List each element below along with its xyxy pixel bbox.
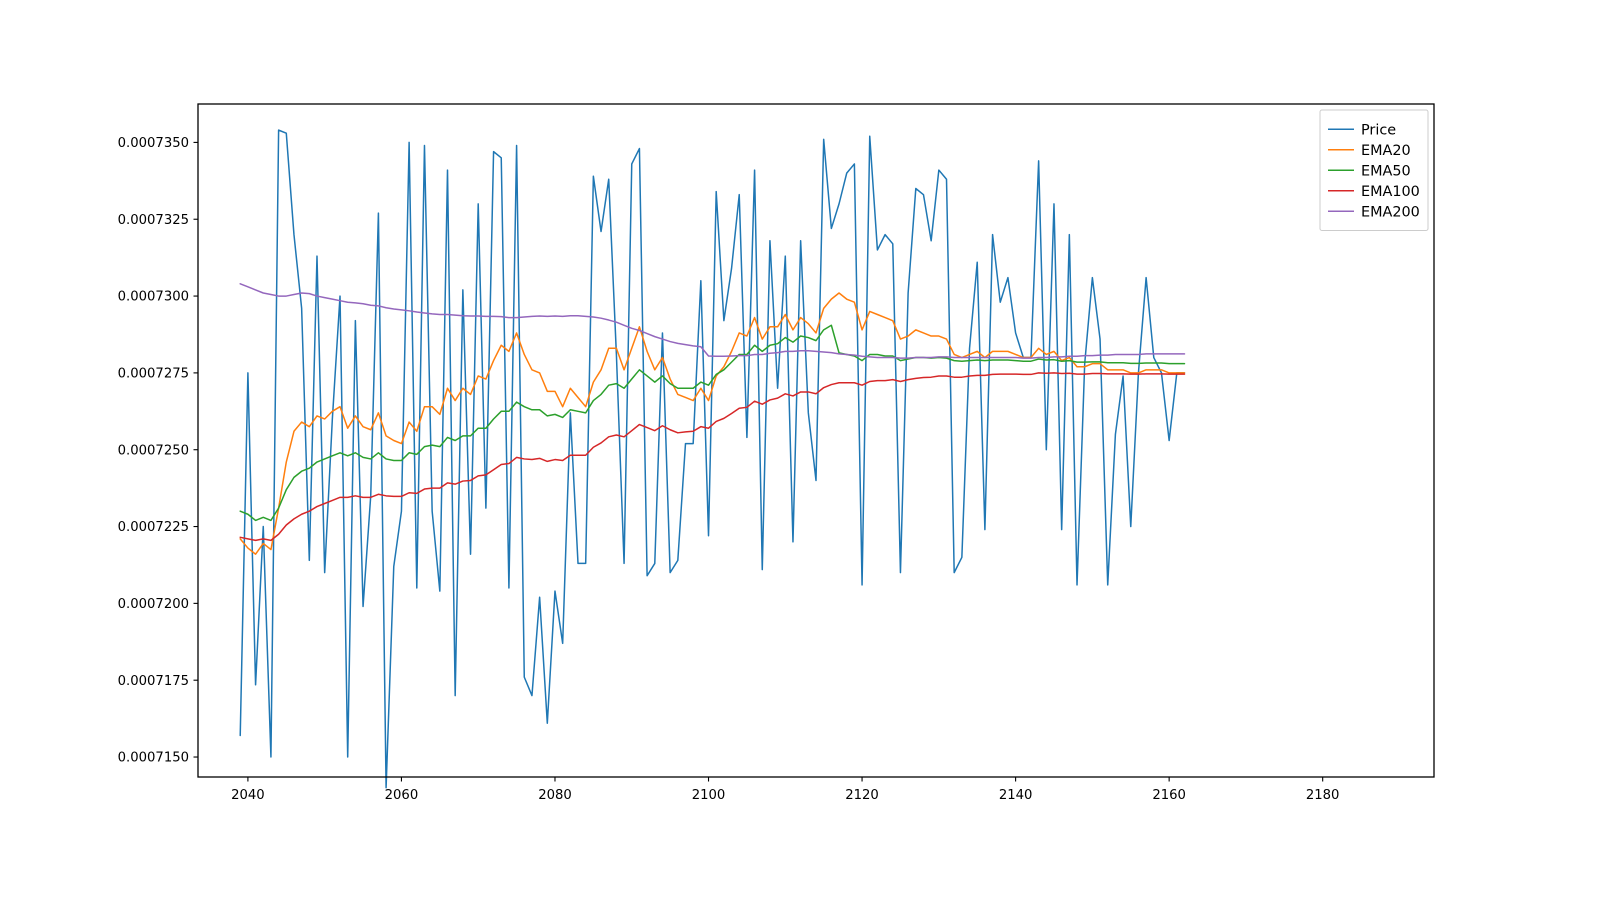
legend-label-ema200: EMA200 [1361, 204, 1420, 220]
xtick-label-2120: 2120 [845, 788, 879, 803]
series-layer [239, 129, 1186, 789]
xtick-label-2140: 2140 [999, 788, 1033, 803]
ytick-label-0.0007275: 0.0007275 [118, 366, 189, 381]
ytick-label-0.0007200: 0.0007200 [118, 597, 189, 612]
xtick-label-2180: 2180 [1306, 788, 1340, 803]
legend-label-ema20: EMA20 [1361, 143, 1411, 159]
legend-background [1319, 109, 1429, 231]
xtick-label-2160: 2160 [1152, 788, 1186, 803]
legend-label-price: Price [1361, 122, 1396, 138]
ytick-label-0.0007325: 0.0007325 [118, 213, 189, 228]
chart-legend[interactable]: Price EMA20 EMA50 EMA100 EMA200 [1319, 109, 1429, 231]
ytick-label-0.0007350: 0.0007350 [118, 136, 189, 151]
series-line-ema100 [239, 372, 1186, 542]
legend-label-ema50: EMA50 [1361, 163, 1411, 179]
xtick-label-2060: 2060 [385, 788, 419, 803]
xtick-label-2040: 2040 [231, 788, 265, 803]
ytick-label-0.0007300: 0.0007300 [118, 290, 189, 305]
xtick-label-2100: 2100 [692, 788, 726, 803]
axes-layer [197, 103, 1435, 778]
series-line-ema50 [239, 324, 1186, 522]
axes-frame [197, 103, 1435, 778]
ytick-label-0.0007175: 0.0007175 [118, 674, 189, 689]
xtick-label-2080: 2080 [538, 788, 572, 803]
series-line-ema200 [239, 283, 1186, 359]
ytick-label-0.0007225: 0.0007225 [118, 520, 189, 535]
legend-label-ema100: EMA100 [1361, 184, 1420, 200]
ytick-label-0.0007250: 0.0007250 [118, 443, 189, 458]
tick-layer: 2040 2060 2080 2100 2120 2140 2160 2180 0.000715… [118, 136, 1340, 803]
ytick-label-0.0007150: 0.0007150 [118, 751, 189, 766]
